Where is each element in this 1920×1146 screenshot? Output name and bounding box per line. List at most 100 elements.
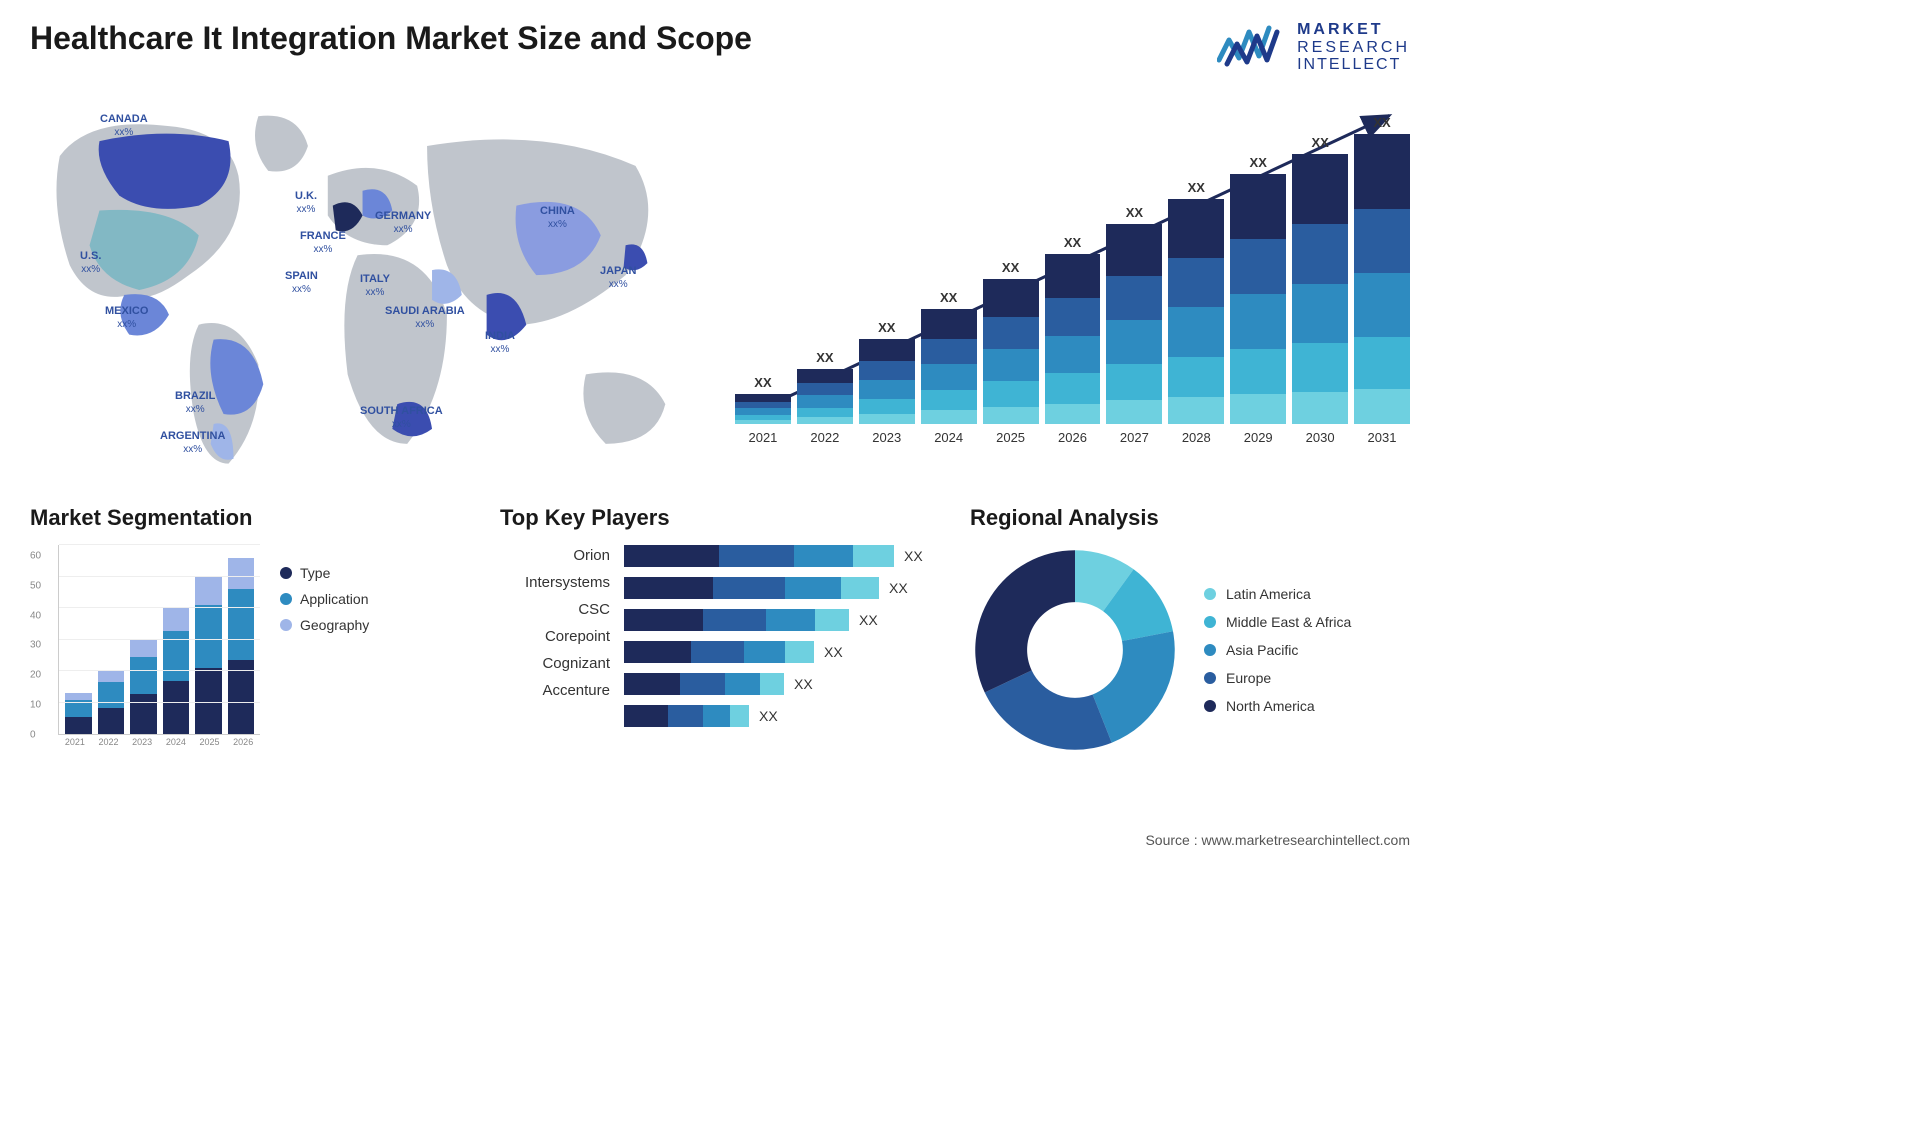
- seg-bar-2023: [130, 640, 157, 735]
- map-label-china: CHINAxx%: [540, 205, 575, 231]
- seg-bar-2021: [65, 693, 92, 734]
- player-value: XX: [794, 676, 813, 692]
- player-row-orion: XX: [624, 545, 940, 567]
- seg-bar-2025: [195, 577, 222, 735]
- map-label-argentina: ARGENTINAxx%: [160, 430, 225, 456]
- growth-bar-2023: XX 2023: [859, 320, 915, 445]
- seg-bar-2024: [163, 608, 190, 734]
- segmentation-title: Market Segmentation: [30, 505, 470, 531]
- growth-bar-label: XX: [1188, 180, 1205, 195]
- growth-year-label: 2026: [1058, 430, 1087, 445]
- growth-year-label: 2031: [1368, 430, 1397, 445]
- map-label-southafrica: SOUTH AFRICAxx%: [360, 405, 443, 431]
- growth-bar-label: XX: [816, 350, 833, 365]
- seg-xtick: 2021: [58, 737, 92, 755]
- segmentation-panel: Market Segmentation 0102030405060 202120…: [30, 505, 470, 755]
- growth-bar-label: XX: [940, 290, 957, 305]
- seg-xtick: 2022: [92, 737, 126, 755]
- player-row-accenture: XX: [624, 705, 940, 727]
- logo-icon: [1217, 20, 1287, 75]
- map-label-italy: ITALYxx%: [360, 273, 390, 299]
- seg-bar-2026: [228, 558, 255, 734]
- donut-legend-item: North America: [1204, 698, 1351, 714]
- donut-legend-item: Asia Pacific: [1204, 642, 1351, 658]
- map-label-brazil: BRAZILxx%: [175, 390, 215, 416]
- map-label-mexico: MEXICOxx%: [105, 305, 148, 331]
- seg-ytick: 0: [30, 729, 54, 740]
- growth-bar-2021: XX 2021: [735, 375, 791, 445]
- map-label-india: INDIAxx%: [485, 330, 515, 356]
- growth-chart: XX2021XX2022XX2023XX2024XX2025XX2026XX20…: [735, 95, 1410, 475]
- map-label-france: FRANCExx%: [300, 230, 346, 256]
- growth-bar-label: XX: [1064, 235, 1081, 250]
- growth-year-label: 2030: [1306, 430, 1335, 445]
- seg-xtick: 2024: [159, 737, 193, 755]
- growth-year-label: 2025: [996, 430, 1025, 445]
- growth-bar-2027: XX2027: [1106, 205, 1162, 445]
- growth-bar-2025: XX 2025: [983, 260, 1039, 445]
- growth-year-label: 2023: [872, 430, 901, 445]
- growth-year-label: 2029: [1244, 430, 1273, 445]
- regional-legend: Latin America Middle East & Africa Asia Pa…: [1204, 586, 1351, 714]
- growth-bar-label: XX: [1373, 115, 1390, 130]
- growth-bar-label: XX: [754, 375, 771, 390]
- seg-xtick: 2023: [125, 737, 159, 755]
- player-label: CSC: [500, 601, 610, 618]
- growth-year-label: 2022: [810, 430, 839, 445]
- player-label: Corepoint: [500, 628, 610, 645]
- player-label: Cognizant: [500, 655, 610, 672]
- growth-year-label: 2024: [934, 430, 963, 445]
- player-value: XX: [904, 548, 923, 564]
- growth-year-label: 2021: [748, 430, 777, 445]
- seg-ytick: 60: [30, 551, 54, 562]
- player-row-cognizant: XX: [624, 673, 940, 695]
- seg-ytick: 20: [30, 670, 54, 681]
- donut-legend-item: Europe: [1204, 670, 1351, 686]
- growth-year-label: 2028: [1182, 430, 1211, 445]
- seg-legend-item: Geography: [280, 617, 369, 633]
- player-value: XX: [759, 708, 778, 724]
- key-players-panel: Top Key Players OrionIntersystemsCSCCore…: [500, 505, 940, 755]
- page-title: Healthcare It Integration Market Size an…: [30, 20, 752, 57]
- header: Healthcare It Integration Market Size an…: [30, 20, 1410, 75]
- player-row-corepoint: XX: [624, 641, 940, 663]
- growth-bar-2022: XX 2022: [797, 350, 853, 445]
- seg-ytick: 40: [30, 610, 54, 621]
- source-attribution: Source : www.marketresearchintellect.com: [1145, 832, 1410, 848]
- map-label-canada: CANADAxx%: [100, 113, 148, 139]
- growth-bar-2026: XX 2026: [1045, 235, 1101, 445]
- player-value: XX: [889, 580, 908, 596]
- map-label-spain: SPAINxx%: [285, 270, 318, 296]
- seg-ytick: 10: [30, 700, 54, 711]
- growth-bar-label: XX: [878, 320, 895, 335]
- player-row-intersystems: XX: [624, 577, 940, 599]
- donut-legend-item: Latin America: [1204, 586, 1351, 602]
- seg-xtick: 2025: [193, 737, 227, 755]
- map-label-us: U.S.xx%: [80, 250, 101, 276]
- segmentation-chart: 0102030405060 202120222023202420252026: [30, 545, 260, 755]
- logo-line-1: MARKET: [1297, 21, 1410, 39]
- seg-bar-2022: [98, 671, 125, 734]
- map-label-uk: U.K.xx%: [295, 190, 317, 216]
- growth-bar-2031: XX 2031: [1354, 115, 1410, 445]
- regional-panel: Regional Analysis Latin America Middle Ea…: [970, 505, 1410, 755]
- growth-bar-2028: XX 2028: [1168, 180, 1224, 445]
- bottom-row: Market Segmentation 0102030405060 202120…: [30, 505, 1410, 755]
- seg-legend-item: Type: [280, 565, 369, 581]
- map-label-germany: GERMANYxx%: [375, 210, 431, 236]
- growth-bar-label: XX: [1126, 205, 1143, 220]
- world-map-panel: CANADAxx% U.S.xx% MEXICOxx% BRAZILxx% ARGENT…: [30, 95, 705, 475]
- donut-legend-item: Middle East & Africa: [1204, 614, 1351, 630]
- growth-bar-label: XX: [1002, 260, 1019, 275]
- seg-xtick: 2026: [226, 737, 260, 755]
- top-row: CANADAxx% U.S.xx% MEXICOxx% BRAZILxx% ARGENT…: [30, 95, 1410, 475]
- logo-line-3: INTELLECT: [1297, 56, 1410, 74]
- key-players-chart: OrionIntersystemsCSCCorepointCognizantAc…: [500, 545, 940, 727]
- player-label: Orion: [500, 547, 610, 564]
- player-value: XX: [859, 612, 878, 628]
- growth-bar-label: XX: [1250, 155, 1267, 170]
- logo-text: MARKET RESEARCH INTELLECT: [1297, 21, 1410, 74]
- regional-title: Regional Analysis: [970, 505, 1410, 531]
- player-value: XX: [824, 644, 843, 660]
- segmentation-legend: TypeApplicationGeography: [280, 545, 369, 633]
